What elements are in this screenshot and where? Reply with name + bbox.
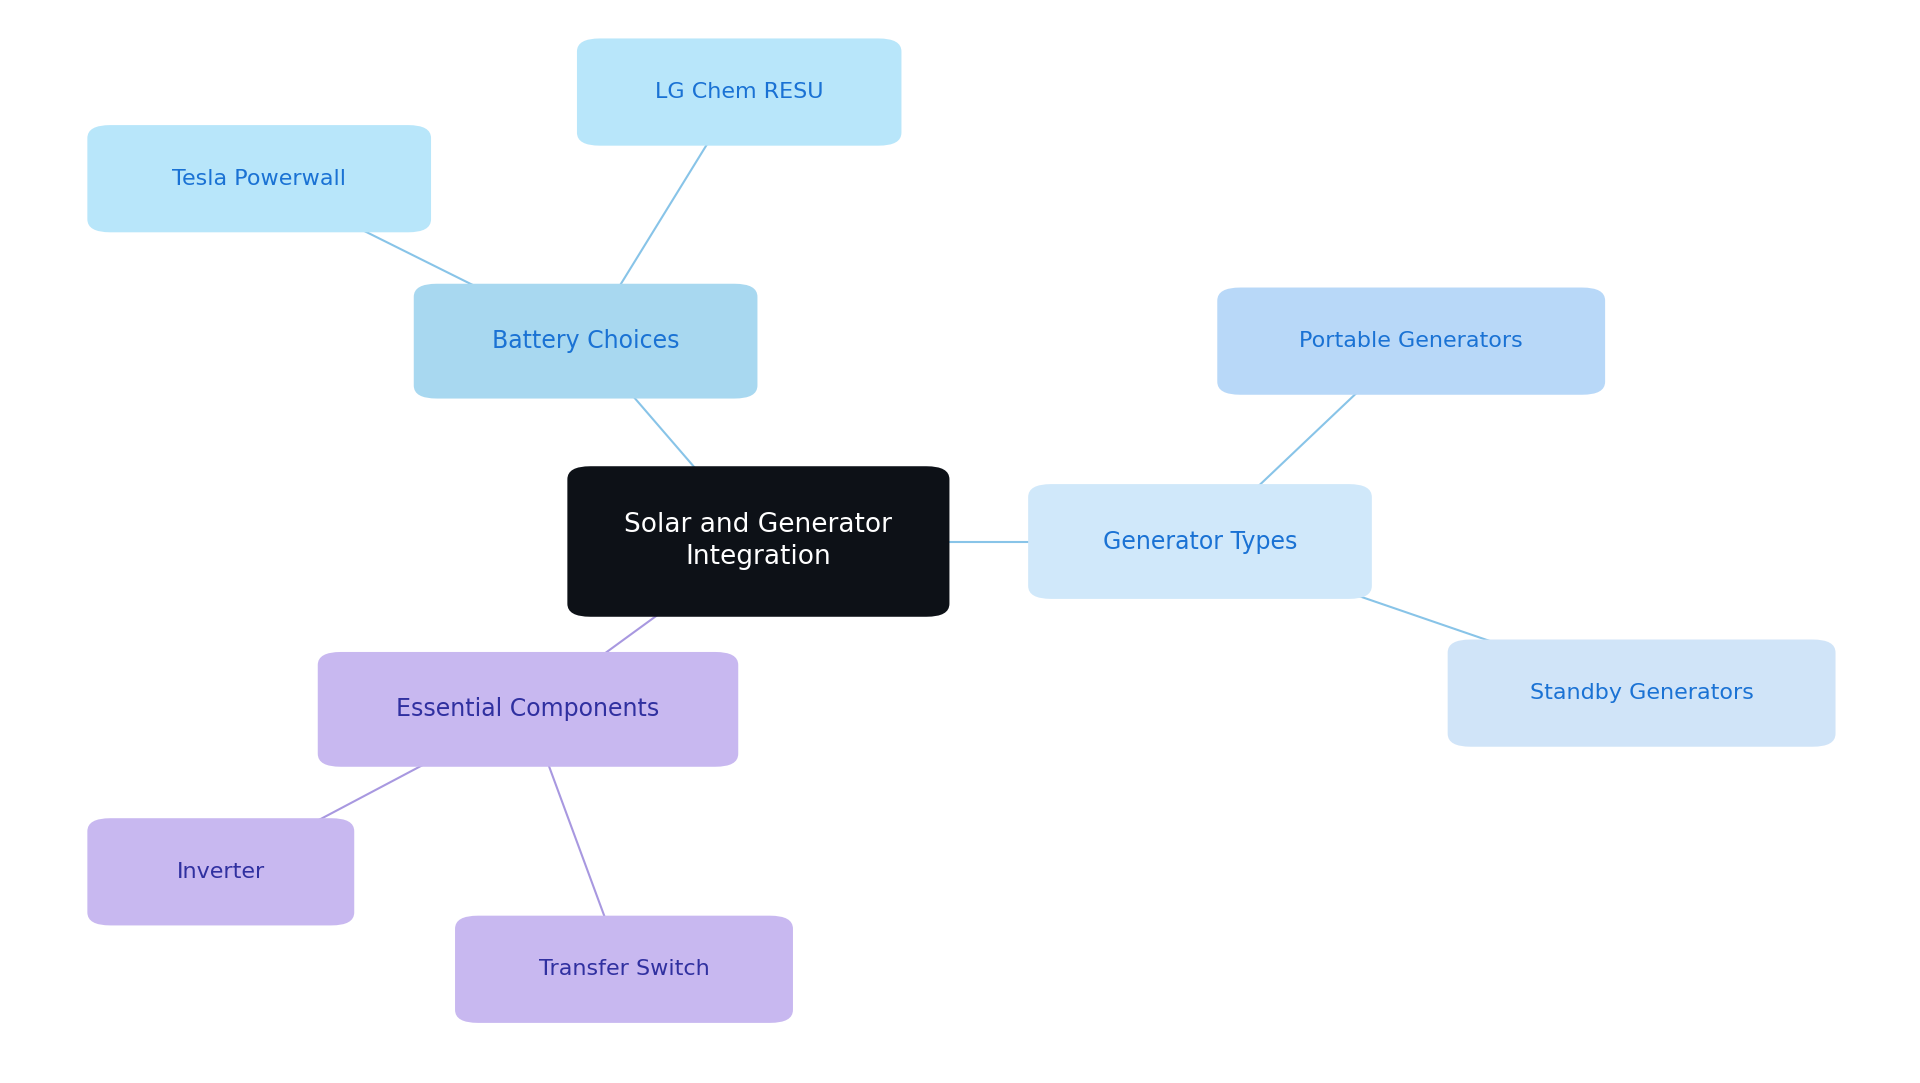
FancyBboxPatch shape <box>1217 287 1605 394</box>
Text: LG Chem RESU: LG Chem RESU <box>655 82 824 102</box>
Text: Standby Generators: Standby Generators <box>1530 683 1753 703</box>
Text: Generator Types: Generator Types <box>1102 530 1298 553</box>
Text: Inverter: Inverter <box>177 862 265 882</box>
FancyBboxPatch shape <box>576 39 902 146</box>
FancyBboxPatch shape <box>88 126 430 233</box>
Text: Portable Generators: Portable Generators <box>1300 331 1523 351</box>
FancyBboxPatch shape <box>568 466 948 617</box>
Text: Tesla Powerwall: Tesla Powerwall <box>173 169 346 188</box>
FancyBboxPatch shape <box>317 652 737 767</box>
FancyBboxPatch shape <box>1027 484 1371 599</box>
FancyBboxPatch shape <box>413 284 756 399</box>
FancyBboxPatch shape <box>88 819 353 925</box>
FancyBboxPatch shape <box>1448 639 1836 747</box>
Text: Essential Components: Essential Components <box>396 697 660 721</box>
Text: Battery Choices: Battery Choices <box>492 329 680 353</box>
Text: Solar and Generator
Integration: Solar and Generator Integration <box>624 512 893 571</box>
Text: Transfer Switch: Transfer Switch <box>540 960 708 979</box>
FancyBboxPatch shape <box>455 915 793 1022</box>
